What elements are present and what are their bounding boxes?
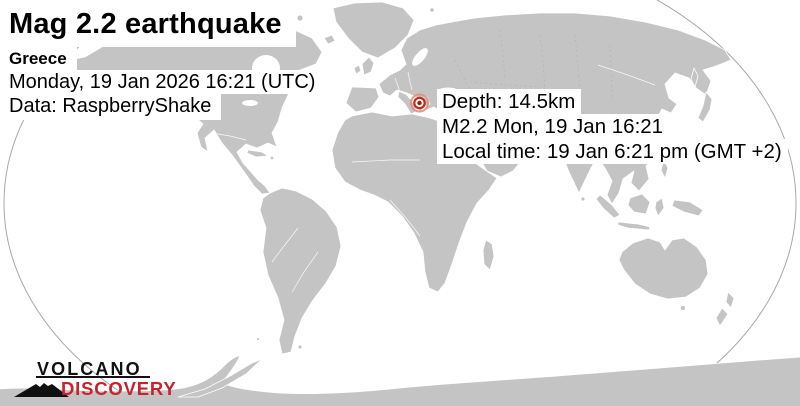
dashed-borders [454,29,613,101]
continent-australia [618,237,709,300]
page-title: Mag 2.2 earthquake [0,0,296,47]
java [617,221,651,231]
sakhalin [690,67,699,88]
baltic-sea [412,48,428,66]
iberia [345,86,380,113]
region-label: Greece [0,47,77,70]
map-outline [3,0,797,406]
logo-underline [36,376,150,378]
madagascar [482,239,495,271]
header: Mag 2.2 earthquake Greece Monday, 19 Jan… [0,0,326,120]
magnitude-time-label: M2.2 Mon, 19 Jan 16:21 [437,114,670,139]
sulawesi [654,197,665,217]
epicenter-info-box: Depth: 14.5km M2.2 Mon, 19 Jan 16:21 Loc… [437,89,788,164]
cuba [246,149,269,158]
britain [361,56,375,76]
logo-discovery-text: DISCOVERY [61,378,177,399]
ireland [353,64,362,75]
hispaniola [269,155,275,161]
sumatra [595,194,621,219]
south-georgia [256,337,260,341]
svalbard [429,7,435,13]
greenland [332,1,415,59]
continent-south-america [259,187,342,355]
arctic-island-1 [296,14,304,22]
new-guinea [671,199,704,217]
sri-lanka [580,196,586,202]
data-source: Data: RaspberryShake [0,94,222,120]
utc-datetime: Monday, 19 Jan 2026 16:21 (UTC) [0,70,326,94]
borneo [627,193,651,215]
new-zealand-south [715,307,729,327]
volcanodiscovery-logo[interactable]: VOLCANO DISCOVERY [0,352,250,406]
falklands [297,344,303,350]
logo-volcano-text: VOLCANO [37,359,142,379]
new-zealand-north [725,291,735,309]
japan [697,91,713,123]
antarctic-peninsula-swoosh [177,358,263,398]
local-time-label: Local time: 19 Jan 6:21 pm (GMT +2) [437,139,788,164]
volcano-icon [14,383,69,397]
great-lakes [242,100,258,106]
depth-label: Depth: 14.5km [437,89,582,114]
epicenter-marker [410,93,429,113]
tasmania [680,305,686,311]
philippines [660,159,669,179]
iceland [323,34,336,45]
